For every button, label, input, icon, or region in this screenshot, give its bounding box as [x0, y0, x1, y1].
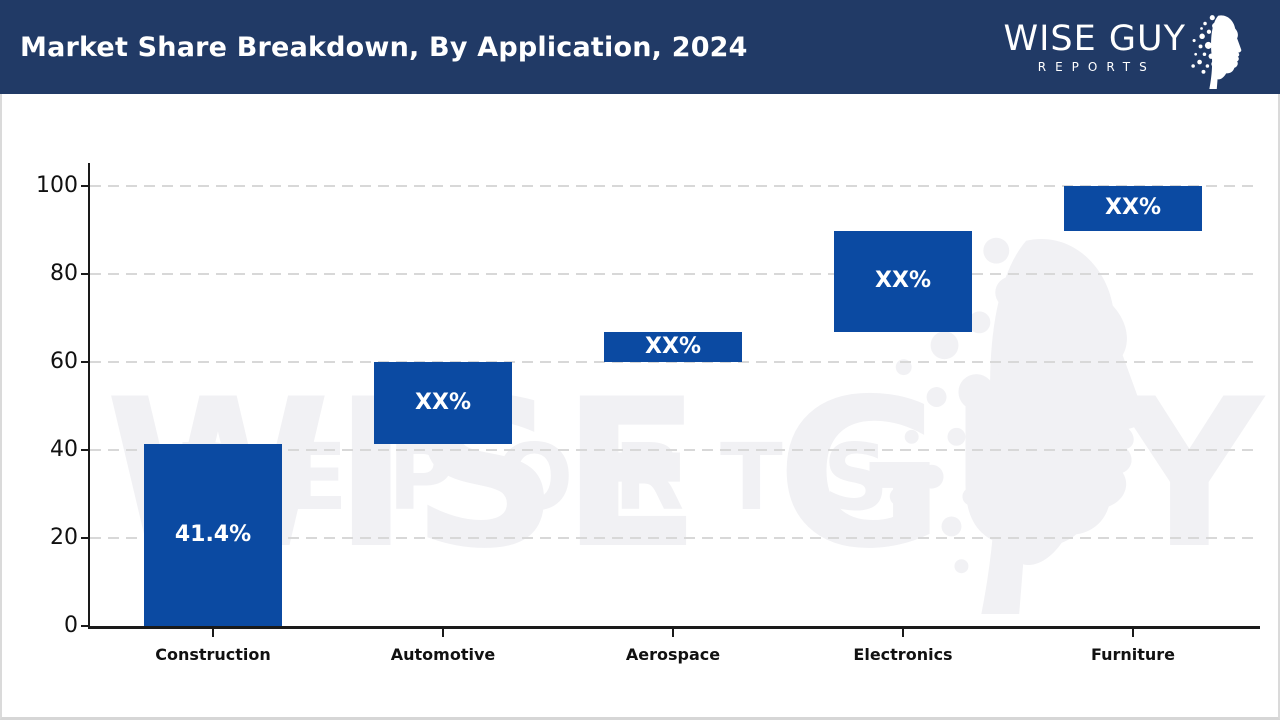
gridline-100	[90, 185, 1258, 187]
x-axis-line	[88, 626, 1260, 629]
x-category-label: Furniture	[1090, 645, 1176, 664]
bar-value-label: XX%	[415, 389, 471, 415]
x-category-label: Electronics	[853, 645, 953, 664]
page-title: Market Share Breakdown, By Application, …	[20, 31, 748, 63]
bar-aerospace: XX%	[604, 331, 742, 362]
x-category-label: Automotive	[390, 645, 496, 664]
watermark-head-icon	[889, 237, 1145, 614]
x-tick-2	[672, 629, 674, 637]
waterfall-chart: WISE GUY REPORTS 0 20 40 60 80 100 41.4% Constr…	[2, 94, 1280, 714]
y-tick-20	[81, 537, 88, 539]
x-category-label: Construction	[155, 645, 271, 664]
y-tick-80	[81, 273, 88, 275]
x-tick-3	[902, 629, 904, 637]
y-tick-label-100: 100	[36, 173, 78, 198]
y-tick-label-0: 0	[64, 613, 78, 638]
x-category-label: Aerospace	[625, 645, 721, 664]
bar-construction: 41.4%	[144, 443, 282, 626]
bar-value-label: XX%	[875, 268, 931, 294]
watermark-subtitle: REPORTS	[174, 424, 930, 531]
header-bar: Market Share Breakdown, By Application, …	[0, 0, 1280, 94]
bar-value-label: 41.4%	[174, 521, 252, 547]
y-tick-0	[81, 625, 88, 627]
gridline-40	[90, 449, 1258, 451]
logo-name-text: WISE GUY	[1003, 18, 1186, 59]
y-tick-label-20: 20	[50, 525, 78, 550]
bar-value-label: XX%	[1105, 195, 1161, 221]
y-tick-label-60: 60	[50, 349, 78, 374]
x-tick-0	[212, 629, 214, 637]
gridline-20	[90, 537, 1258, 539]
y-tick-label-80: 80	[50, 261, 78, 286]
x-tick-1	[442, 629, 444, 637]
y-tick-label-40: 40	[50, 437, 78, 462]
bar-value-label: XX%	[645, 333, 701, 359]
y-axis-line	[88, 163, 90, 629]
y-tick-40	[81, 449, 88, 451]
y-tick-60	[81, 361, 88, 363]
bar-electronics: XX%	[834, 230, 972, 332]
bar-furniture: XX%	[1064, 186, 1202, 231]
x-tick-4	[1132, 629, 1134, 637]
gridline-80	[90, 273, 1258, 275]
bar-automotive: XX%	[374, 362, 512, 444]
logo-head-icon	[1191, 15, 1242, 89]
gridline-60	[90, 361, 1258, 363]
logo-wordmark: WISE GUY REPORTS	[1003, 18, 1186, 74]
logo-sub-text: REPORTS	[1037, 59, 1156, 74]
y-tick-100	[81, 185, 88, 187]
wiseguy-logo: WISE GUY REPORTS	[1003, 5, 1266, 89]
